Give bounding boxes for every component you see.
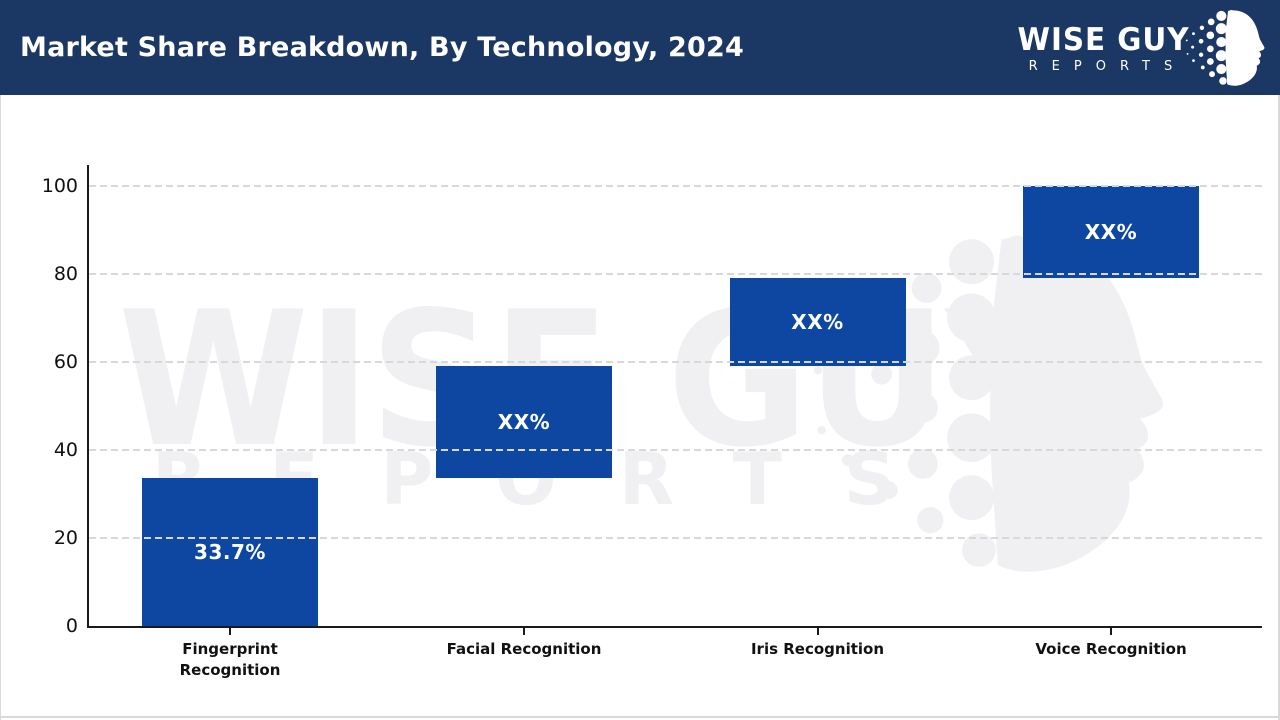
bar-value-label: XX%	[1084, 219, 1138, 244]
bar-facial-recognition: XX%	[436, 365, 612, 478]
y-tick-label: 0	[65, 615, 78, 637]
x-category-label: Voice Recognition	[1035, 640, 1187, 658]
gridline-60	[89, 361, 1262, 363]
y-tick-label: 40	[53, 439, 78, 461]
x-tick-mark	[816, 628, 819, 635]
y-tick-label: 60	[53, 351, 78, 373]
x-tick-mark	[1110, 628, 1112, 635]
bar-value-label: 33.7%	[194, 539, 266, 564]
bar-value-label: XX%	[497, 409, 551, 434]
x-category-label: Iris Recognition	[750, 640, 885, 658]
x-tick-mark	[523, 628, 525, 635]
gridline-100	[89, 185, 1262, 187]
x-category-label: Facial Recognition	[446, 640, 602, 658]
wiseguy-logo: WISE GUY REPORTS	[1013, 7, 1280, 89]
wiseguy-face-icon	[1185, 9, 1265, 86]
y-tick-label: 80	[53, 263, 78, 285]
gridline-80	[89, 273, 1262, 275]
logo-text: WISE GUY REPORTS	[1013, 22, 1194, 74]
frame-border-bottom	[0, 716, 1280, 718]
gridline-40	[89, 449, 1262, 451]
frame-border-left	[0, 95, 1, 720]
chart-title: Market Share Breakdown, By Technology, 2…	[20, 32, 745, 63]
bar-voice-recognition: XX%	[1023, 186, 1199, 278]
bar-iris-recognition: XX%	[729, 278, 906, 366]
logo-sub-text: REPORTS	[1028, 58, 1187, 74]
y-tick-label: 100	[41, 175, 78, 197]
y-axis-spine	[87, 165, 89, 628]
chart-area: WISE GUY REPORTS 0 20 40 60 80 100 33.7% XX% XX%…	[0, 95, 1280, 720]
x-tick-mark	[229, 628, 231, 635]
x-axis-spine	[87, 626, 1262, 628]
bar-fingerprint-recognition: 33.7%	[142, 477, 318, 626]
x-category-label: Fingerprint Recognition	[179, 640, 281, 679]
logo-brand-text: WISE GUY	[1017, 21, 1190, 58]
frame-border-right	[1278, 95, 1280, 720]
y-tick-label: 20	[53, 527, 78, 549]
bar-value-label: XX%	[791, 309, 844, 334]
gridline-20	[89, 537, 1262, 539]
header-band: Market Share Breakdown, By Technology, 2…	[0, 0, 1280, 95]
